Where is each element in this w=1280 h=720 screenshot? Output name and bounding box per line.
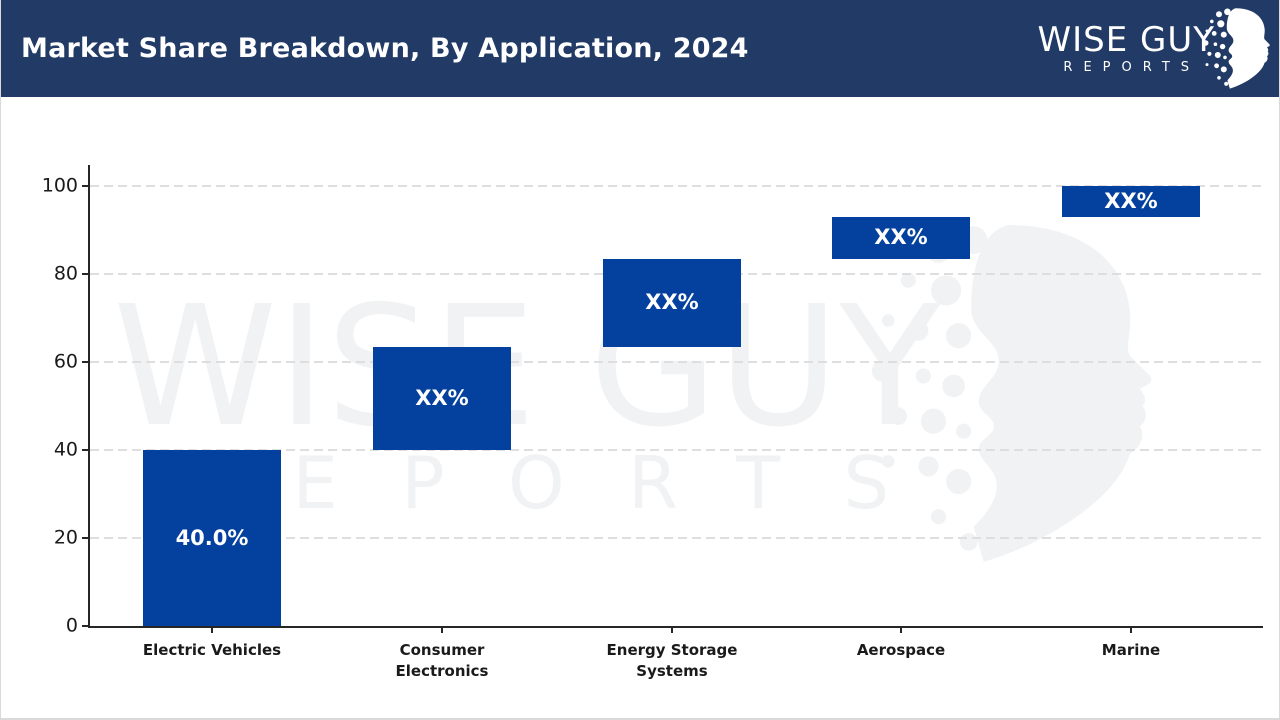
x-tick-mark bbox=[671, 626, 673, 633]
bar-value-label: XX% bbox=[645, 290, 699, 315]
x-tick-mark bbox=[211, 626, 213, 633]
y-tick-label: 0 bbox=[65, 614, 78, 637]
chart-title: Market Share Breakdown, By Application, … bbox=[21, 33, 749, 64]
bar-segment: XX% bbox=[1062, 186, 1200, 217]
y-tick-mark bbox=[82, 361, 90, 363]
header-bar: Market Share Breakdown, By Application, … bbox=[1, 0, 1279, 97]
logo-subtitle: REPORTS bbox=[1063, 60, 1201, 75]
bar-value-label: XX% bbox=[1104, 188, 1158, 213]
y-tick-mark bbox=[82, 625, 90, 627]
y-tick-label: 60 bbox=[53, 350, 78, 373]
bar-value-label: XX% bbox=[415, 385, 469, 410]
bar-segment: XX% bbox=[832, 216, 970, 259]
x-category-label: Marine bbox=[1101, 641, 1161, 659]
y-tick-label: 80 bbox=[53, 262, 78, 285]
gridline bbox=[90, 361, 1263, 363]
bar-segment: XX% bbox=[603, 258, 741, 347]
y-tick-mark bbox=[82, 273, 90, 275]
logo-text: WISE GUY REPORTS bbox=[1037, 23, 1215, 74]
bar-segment: 40.0% bbox=[143, 450, 281, 626]
x-category-label: Aerospace bbox=[856, 641, 946, 659]
bar-segment: XX% bbox=[373, 346, 511, 450]
bar-value-label: 40.0% bbox=[175, 525, 249, 550]
y-tick-label: 20 bbox=[53, 526, 78, 549]
gridline bbox=[90, 185, 1263, 187]
gridline bbox=[90, 537, 1263, 539]
y-tick-label: 40 bbox=[53, 438, 78, 461]
x-tick-mark bbox=[1130, 626, 1132, 633]
x-category-label: Energy Storage Systems bbox=[606, 641, 738, 680]
wiseguy-face-icon bbox=[1203, 7, 1270, 89]
bar-value-label: XX% bbox=[874, 225, 928, 250]
watermark-wordmark: WISE GUY bbox=[113, 271, 941, 464]
x-category-label: Consumer Electronics bbox=[395, 641, 489, 680]
y-tick-label: 100 bbox=[41, 174, 78, 197]
watermark-subtitle: REPORTS bbox=[179, 441, 953, 525]
x-axis-spine bbox=[88, 626, 1263, 628]
y-tick-mark bbox=[82, 185, 90, 187]
x-tick-mark bbox=[441, 626, 443, 633]
wiseguy-logo: WISE GUY REPORTS bbox=[1037, 0, 1273, 97]
logo-wordmark: WISE GUY bbox=[1037, 20, 1215, 60]
x-category-label: Electric Vehicles bbox=[142, 641, 282, 659]
y-axis-spine bbox=[88, 165, 90, 628]
y-tick-mark bbox=[82, 537, 90, 539]
y-tick-mark bbox=[82, 449, 90, 451]
gridline bbox=[90, 449, 1263, 451]
x-tick-mark bbox=[900, 626, 902, 633]
